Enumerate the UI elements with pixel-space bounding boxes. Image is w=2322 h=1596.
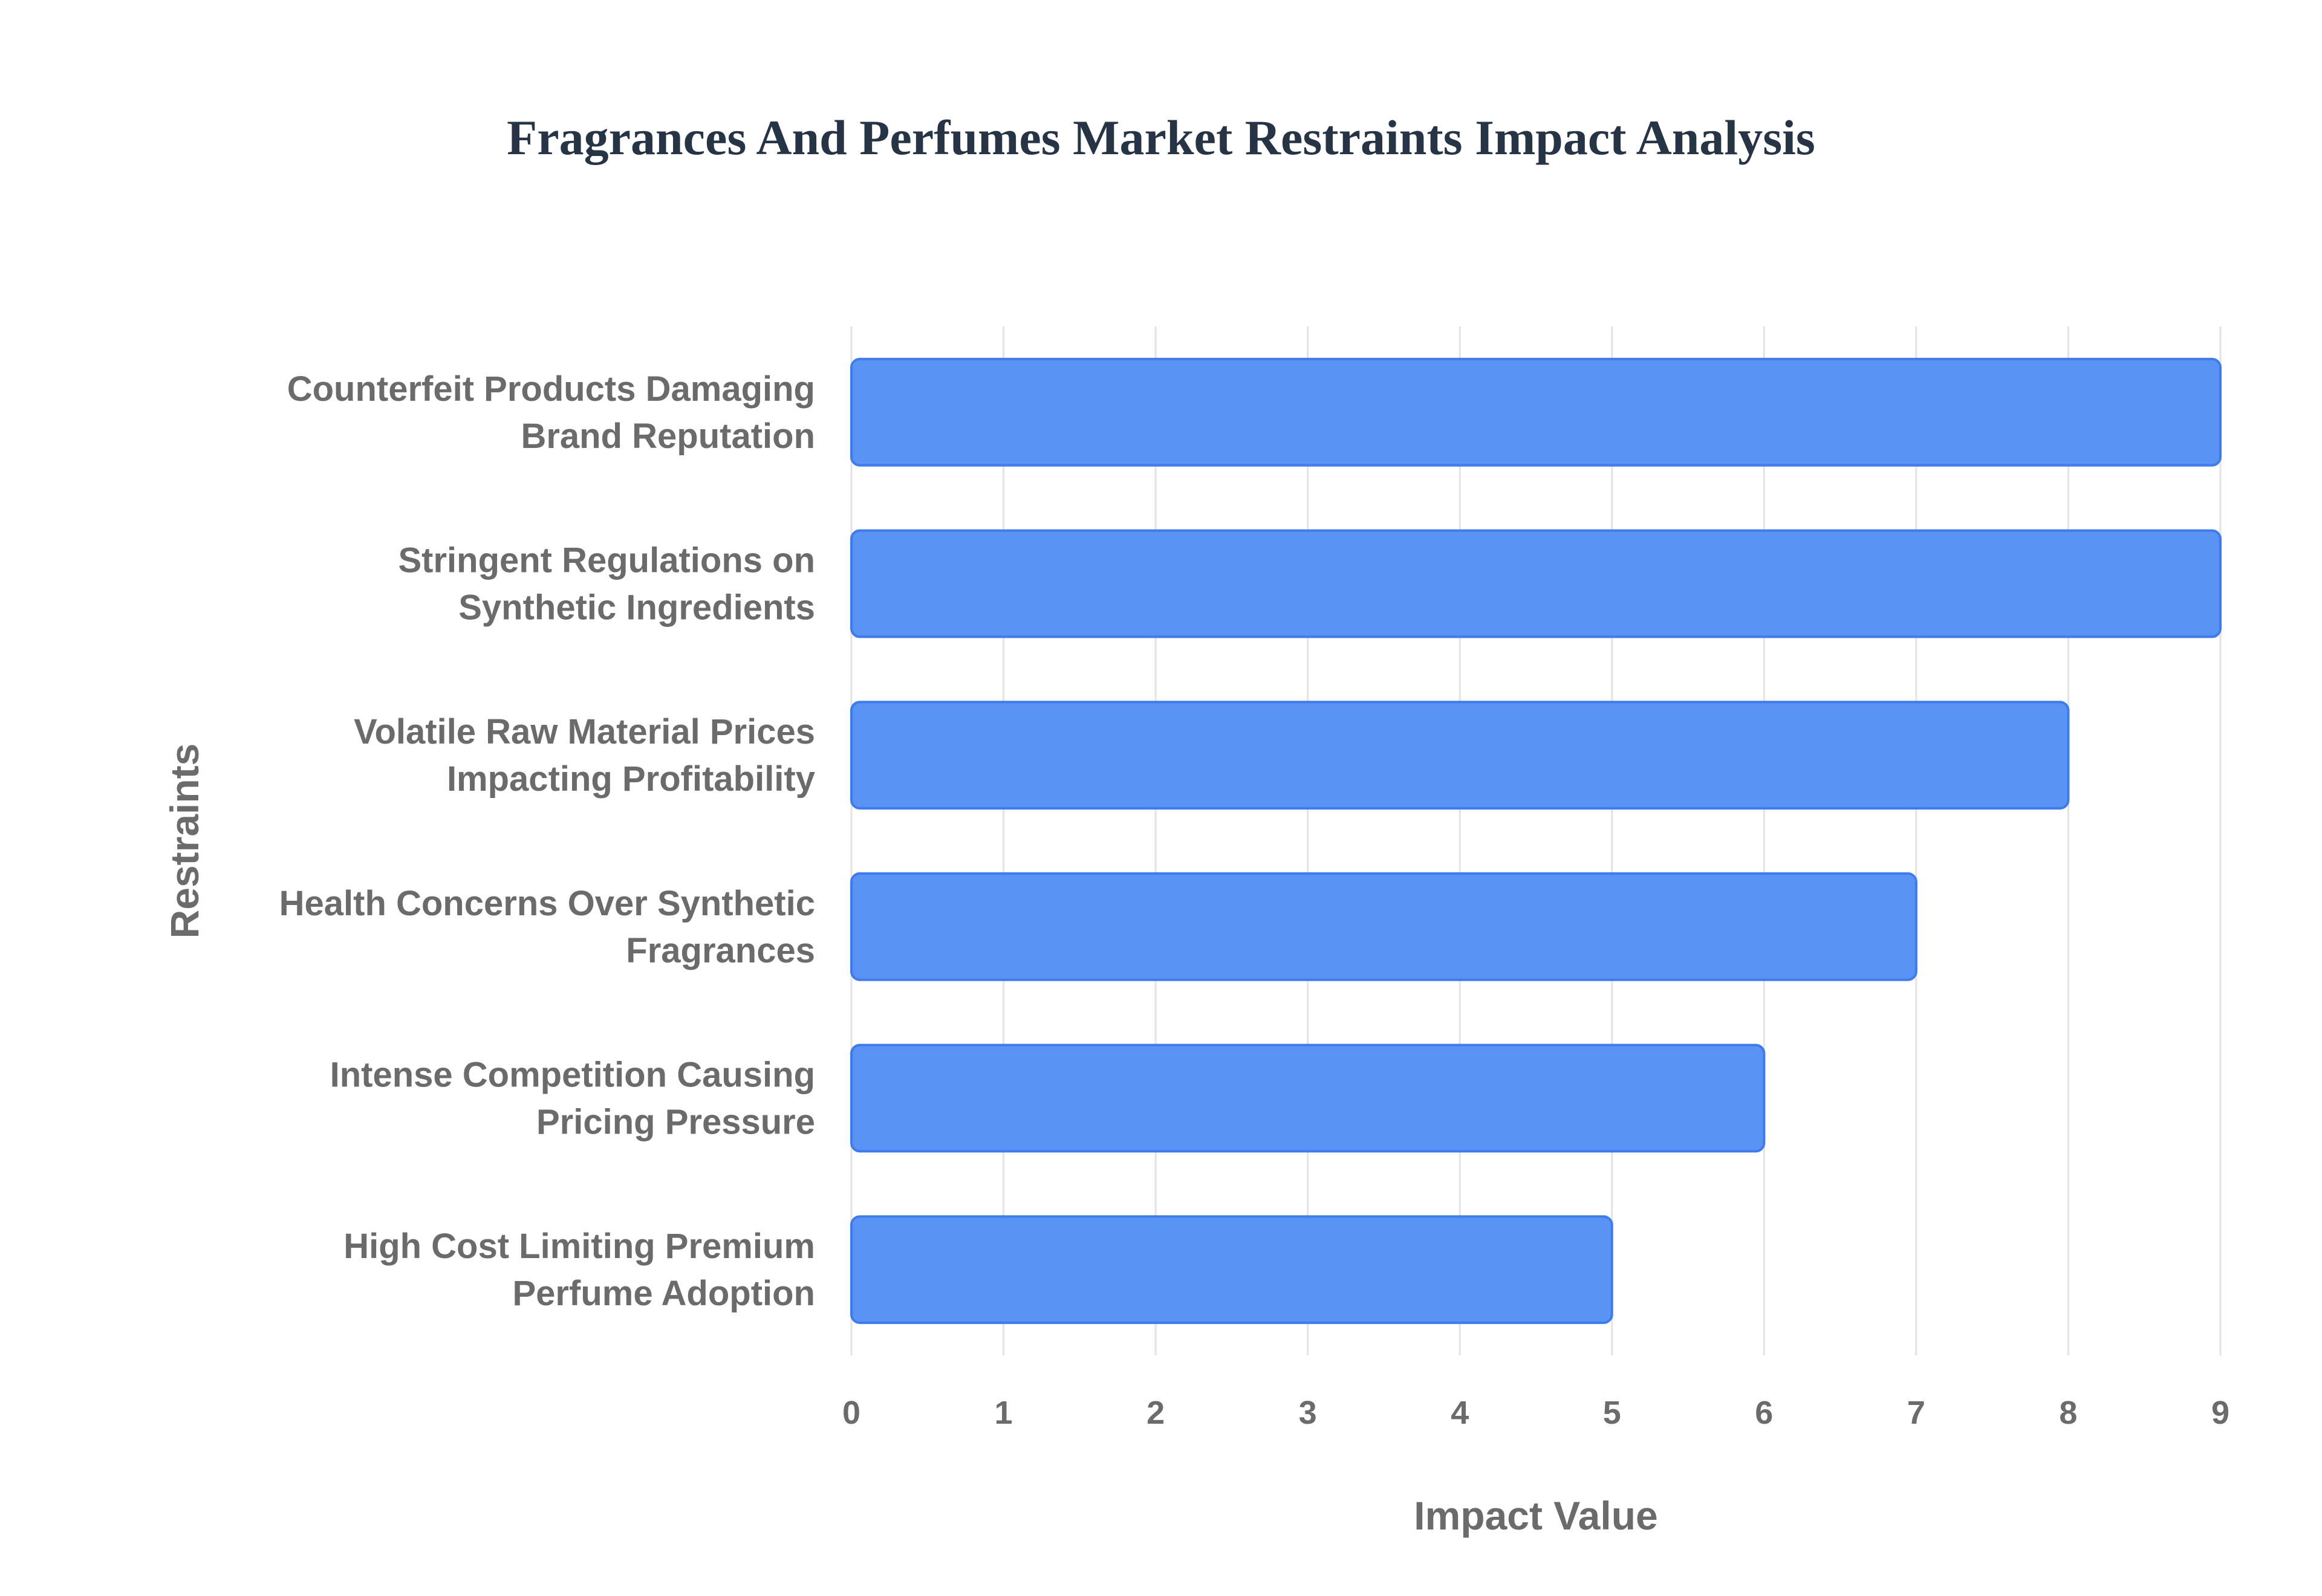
category-label-3-line-0: Health Concerns Over Synthetic <box>279 884 815 923</box>
x-tick-labels: 0 1 2 3 4 5 6 7 8 9 <box>842 1395 2229 1431</box>
bar-2 <box>850 701 2070 810</box>
category-label-2-line-1: Impacting Profitability <box>447 759 815 799</box>
category-label-5-line-0: High Cost Limiting Premium <box>343 1227 815 1266</box>
category-label-1-line-0: Stringent Regulations on <box>398 541 815 580</box>
bar-0 <box>850 357 2222 467</box>
bars <box>850 357 2222 1325</box>
bar-5 <box>850 1215 1613 1325</box>
category-label-2-line-0: Volatile Raw Material Prices <box>354 712 815 751</box>
category-label-0-line-0: Counterfeit Products Damaging <box>287 369 815 409</box>
x-tick-label-4: 4 <box>1451 1395 1469 1431</box>
chart-title: Fragrances And Perfumes Market Restraint… <box>507 110 1815 165</box>
bar-4 <box>850 1043 1766 1153</box>
x-axis-title: Impact Value <box>1414 1493 1658 1538</box>
y-category-labels: Counterfeit Products Damaging Brand Reput… <box>279 369 815 1313</box>
category-label-4-line-1: Pricing Pressure <box>536 1103 815 1142</box>
x-tick-label-3: 3 <box>1299 1395 1317 1431</box>
x-tick-label-8: 8 <box>2059 1395 2077 1431</box>
x-tick-label-0: 0 <box>842 1395 860 1431</box>
x-tick-label-2: 2 <box>1146 1395 1165 1431</box>
category-label-5-line-1: Perfume Adoption <box>512 1274 815 1313</box>
category-label-3-line-1: Fragrances <box>626 931 815 970</box>
x-tick-label-5: 5 <box>1603 1395 1621 1431</box>
category-label-4-line-0: Intense Competition Causing <box>330 1056 815 1095</box>
x-tick-label-7: 7 <box>1907 1395 1925 1431</box>
x-tick-label-9: 9 <box>2211 1395 2229 1431</box>
x-tick-label-1: 1 <box>995 1395 1013 1431</box>
x-tick-label-6: 6 <box>1755 1395 1773 1431</box>
category-label-0-line-1: Brand Reputation <box>521 417 815 456</box>
bar-3 <box>850 872 1917 981</box>
bar-1 <box>850 529 2222 638</box>
grid-lines <box>850 326 2222 1355</box>
category-label-1-line-1: Synthetic Ingredients <box>458 588 815 628</box>
y-axis-title: Restraints <box>162 744 207 939</box>
